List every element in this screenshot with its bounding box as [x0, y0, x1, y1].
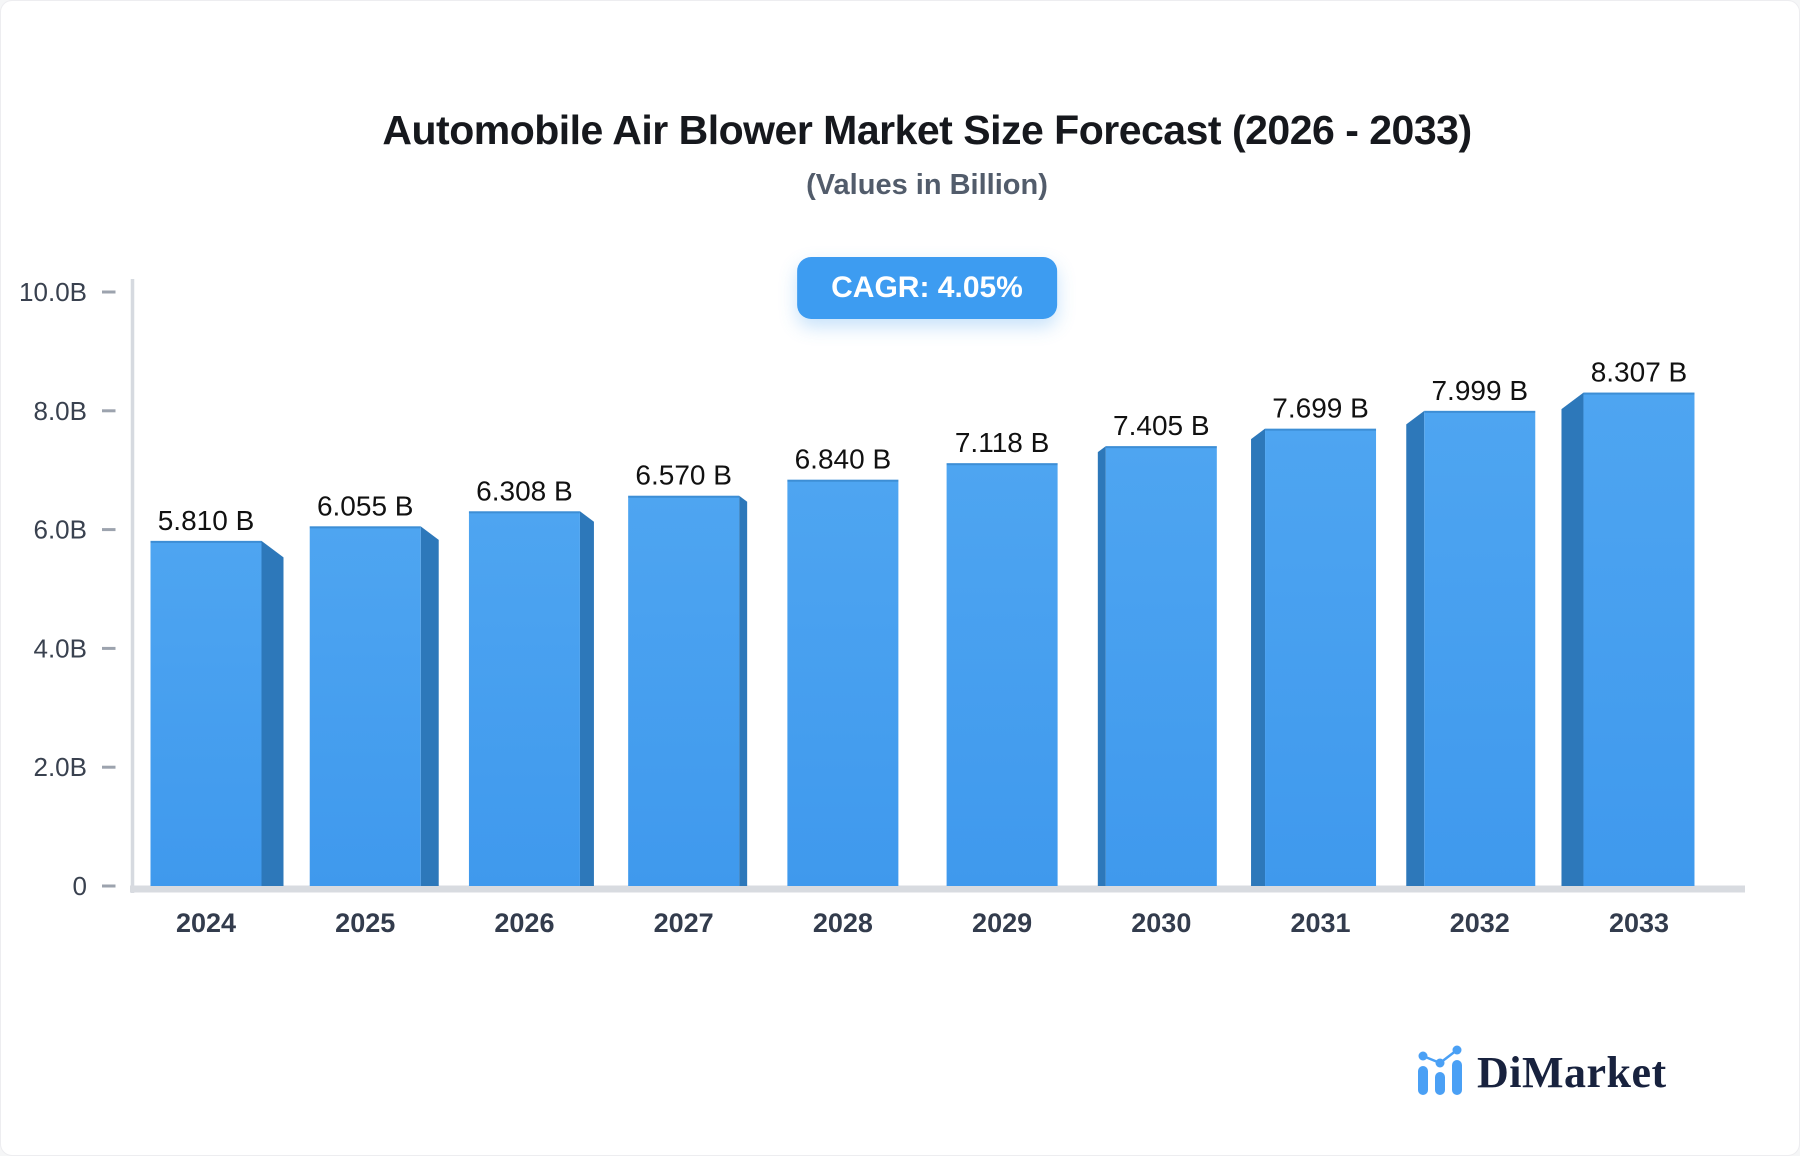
- bar-side: [420, 526, 439, 886]
- cagr-badge: CAGR: 4.05%: [797, 257, 1057, 319]
- bar-top-edge: [150, 540, 262, 543]
- bar-2028: [787, 479, 899, 886]
- y-tick-label: 10.0B: [19, 277, 87, 307]
- chart-title: Automobile Air Blower Market Size Foreca…: [382, 107, 1472, 153]
- x-tick-label-2029: 2029: [972, 908, 1032, 938]
- y-tick-label: 0: [73, 871, 87, 901]
- x-tick-label-2025: 2025: [335, 908, 395, 938]
- logo-bar: [1435, 1072, 1445, 1095]
- cagr-badge-label: CAGR: 4.05%: [831, 271, 1023, 304]
- bar-group-2027: 6.570 B 2027: [628, 460, 748, 938]
- y-tick-label: 2.0B: [34, 752, 88, 782]
- bar-2027: [628, 495, 740, 886]
- value-label-2031: 7.699 B: [1272, 393, 1369, 424]
- bar-group-2026: 6.308 B 2026: [468, 475, 594, 938]
- chart-subtitle: (Values in Billion): [806, 169, 1048, 201]
- bar-2031: [1265, 428, 1377, 886]
- x-tick-label-2031: 2031: [1291, 908, 1351, 938]
- bar-2026: [468, 511, 580, 886]
- bar-side: [579, 511, 594, 886]
- bar-top-edge: [1265, 428, 1377, 431]
- bar-side: [1561, 392, 1584, 886]
- bar-top-edge: [1583, 392, 1695, 395]
- value-label-2033: 8.307 B: [1591, 357, 1688, 388]
- bar-group-2033: 8.307 B 2033: [1561, 357, 1695, 938]
- value-label-2024: 5.810 B: [158, 505, 255, 536]
- brand-logo: DiMarket: [1417, 1043, 1667, 1095]
- bar-2024: [150, 540, 262, 886]
- bar-group-2025: 6.055 B 2025: [309, 490, 439, 938]
- value-label-2032: 7.999 B: [1431, 375, 1528, 406]
- logo-dot: [1418, 1051, 1428, 1061]
- x-tick-label-2024: 2024: [176, 908, 236, 938]
- bar-top-edge: [787, 479, 899, 482]
- bar-top-edge: [468, 511, 580, 514]
- x-tick-label-2026: 2026: [494, 908, 554, 938]
- logo-bar: [1418, 1066, 1428, 1095]
- bar-top-edge: [628, 495, 740, 498]
- bar-side: [1097, 446, 1106, 886]
- bar-top-edge: [309, 526, 421, 529]
- x-tick-label-2027: 2027: [654, 908, 714, 938]
- bar-group-2031: 7.699 B 2031: [1251, 393, 1377, 938]
- x-tick-label-2028: 2028: [813, 908, 873, 938]
- x-tick-label-2032: 2032: [1450, 908, 1510, 938]
- bar-2030: [1105, 446, 1217, 886]
- value-label-2028: 6.840 B: [795, 444, 892, 475]
- bar-group-2024: 5.810 B 2024: [150, 505, 284, 938]
- x-tick-label-2030: 2030: [1131, 908, 1191, 938]
- value-label-2030: 7.405 B: [1113, 410, 1210, 441]
- logo-dot: [1452, 1045, 1462, 1055]
- bar-top-edge: [1105, 446, 1217, 449]
- bar-2029: [946, 463, 1058, 886]
- bar-side: [1406, 410, 1425, 886]
- bar-side: [261, 540, 284, 886]
- x-tick-label-2033: 2033: [1609, 908, 1669, 938]
- bar-top-edge: [946, 463, 1058, 466]
- logo-dot: [1435, 1058, 1445, 1068]
- y-tick-label: 4.0B: [34, 633, 88, 663]
- bar-2033: [1583, 392, 1695, 886]
- bar-2025: [309, 526, 421, 886]
- x-axis-baseline: [130, 885, 1745, 893]
- value-label-2029: 7.118 B: [955, 427, 1049, 458]
- bar-chart-logo-icon: [1418, 1045, 1462, 1095]
- bar-top-edge: [1424, 410, 1536, 413]
- bar-side: [739, 495, 748, 886]
- y-tick-label: 8.0B: [34, 396, 88, 426]
- bar-group-2029: 7.118 B 2029: [946, 427, 1058, 938]
- value-label-2027: 6.570 B: [635, 460, 732, 491]
- brand-name: DiMarket: [1477, 1048, 1667, 1097]
- bar-side: [1251, 428, 1266, 886]
- bar-group-2028: 6.840 B 2028: [787, 444, 899, 938]
- bar-group-2030: 7.405 B 2030: [1097, 410, 1217, 938]
- y-tick-label: 6.0B: [34, 515, 88, 545]
- logo-bar: [1452, 1060, 1462, 1095]
- bar-group-2032: 7.999 B 2032: [1406, 375, 1536, 938]
- bar-2032: [1424, 410, 1536, 886]
- value-label-2026: 6.308 B: [476, 475, 573, 506]
- value-label-2025: 6.055 B: [317, 490, 414, 521]
